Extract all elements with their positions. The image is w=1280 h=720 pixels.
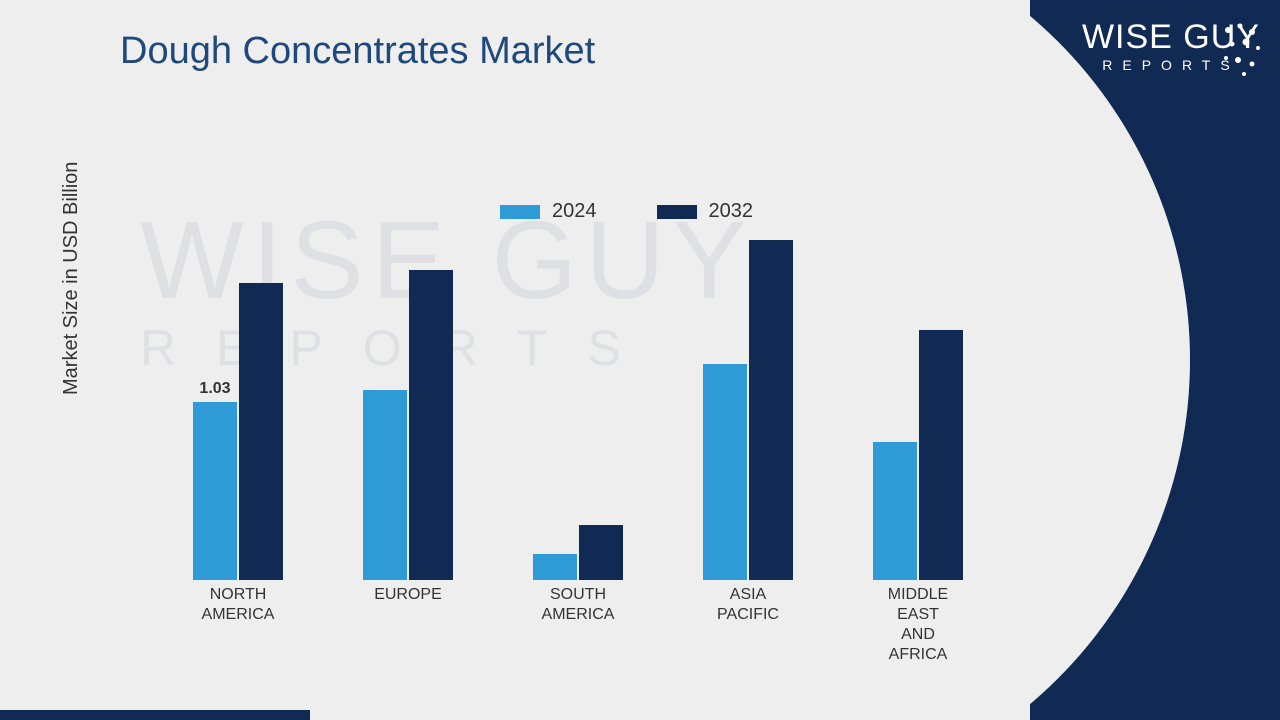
bar bbox=[409, 270, 453, 581]
bar bbox=[703, 364, 747, 580]
y-axis-label: Market Size in USD Billion bbox=[60, 162, 83, 395]
bar bbox=[579, 525, 623, 580]
x-axis-label: MIDDLE EAST AND AFRICA bbox=[858, 585, 978, 665]
bar bbox=[239, 283, 283, 580]
brand-dots-icon bbox=[1218, 20, 1268, 80]
legend: 2024 2032 bbox=[500, 200, 753, 223]
bar-group bbox=[193, 283, 283, 580]
x-axis-label: SOUTH AMERICA bbox=[518, 585, 638, 625]
bar bbox=[749, 240, 793, 580]
bar bbox=[363, 390, 407, 580]
bar-group bbox=[533, 525, 623, 580]
chart-title: Dough Concentrates Market bbox=[120, 30, 595, 73]
x-axis-label: ASIA PACIFIC bbox=[688, 585, 808, 625]
bar-group bbox=[363, 270, 453, 581]
legend-swatch-2024 bbox=[500, 205, 540, 219]
bar bbox=[919, 330, 963, 580]
chart-canvas: WISE GUY REPORTS Dough Concentrates Mark… bbox=[0, 0, 1280, 720]
legend-label: 2032 bbox=[709, 200, 754, 223]
x-axis-label: EUROPE bbox=[348, 585, 468, 605]
legend-label: 2024 bbox=[552, 200, 597, 223]
bar-group bbox=[703, 240, 793, 580]
legend-item-2032: 2032 bbox=[657, 200, 754, 223]
brand-logo: WISE GUY REPORTS bbox=[1082, 20, 1260, 72]
bar-value-label: 1.03 bbox=[193, 380, 237, 398]
side-band bbox=[1030, 0, 1280, 720]
x-axis-label: NORTH AMERICA bbox=[178, 585, 298, 625]
bar-group bbox=[873, 330, 963, 580]
legend-item-2024: 2024 bbox=[500, 200, 597, 223]
bottom-strip bbox=[0, 710, 310, 720]
legend-swatch-2032 bbox=[657, 205, 697, 219]
x-axis-labels: NORTH AMERICA EUROPE SOUTH AMERICA ASIA PAC… bbox=[110, 585, 970, 705]
bar bbox=[193, 402, 237, 580]
plot-area: 1.03 bbox=[110, 235, 970, 580]
bar bbox=[873, 442, 917, 580]
bar bbox=[533, 554, 577, 580]
